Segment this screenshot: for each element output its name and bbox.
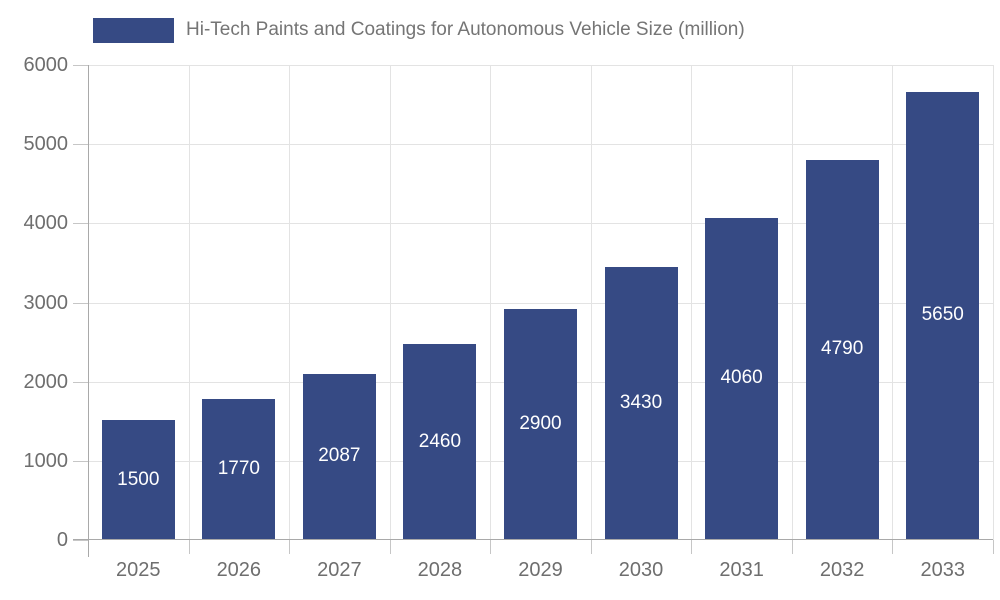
x-axis-tick-label: 2026: [216, 559, 262, 581]
bar-2028: 2460: [403, 344, 477, 539]
x-gridline: [993, 65, 994, 540]
bar-value-label: 2087: [318, 445, 361, 467]
y-gridline: [88, 302, 993, 304]
legend: Hi-Tech Paints and Coatings for Autonomo…: [93, 16, 745, 44]
bar-2033: 5650: [906, 91, 980, 539]
y-axis-line: [88, 65, 89, 557]
y-gridline: [88, 144, 993, 146]
plot-area: 1500 1770 2087 2460 2900 3430 4060 4790 5650 0 10…: [24, 54, 994, 581]
x-axis-tick: [289, 540, 291, 554]
x-gridline: [590, 65, 592, 540]
bar-value-label: 5650: [921, 304, 964, 326]
y-gridline: [88, 223, 993, 225]
x-axis-tick: [590, 540, 592, 554]
x-axis-tick: [892, 540, 894, 554]
y-axis-tick: [73, 460, 88, 462]
y-axis-tick-label: 2000: [23, 370, 69, 393]
x-axis-tick: [188, 540, 190, 554]
x-gridline: [389, 65, 391, 540]
y-axis-tick: [73, 144, 88, 146]
y-axis-tick-label: 1000: [23, 449, 69, 472]
x-axis-tick-label: 2029: [518, 559, 563, 581]
x-axis-tick: [389, 540, 391, 554]
y-axis-tick-label: 0: [56, 529, 68, 551]
y-axis-tick: [73, 302, 88, 304]
y-axis-tick: [73, 223, 88, 225]
x-gridline: [892, 65, 894, 540]
y-axis-tick: [73, 65, 88, 66]
bar-2025: 1500: [101, 420, 175, 539]
x-axis-tick-label: 2028: [417, 559, 463, 581]
y-axis-tick-label: 4000: [23, 212, 69, 235]
x-axis-tick: [791, 540, 793, 554]
x-axis-tick-label: 2033: [920, 559, 965, 581]
x-axis-line: [73, 539, 993, 540]
y-axis-tick: [73, 381, 88, 383]
bar-value-label: 2900: [519, 413, 562, 435]
bar-2029: 2900: [504, 309, 577, 539]
x-gridline: [691, 65, 693, 540]
x-axis-tick-label: 2032: [819, 559, 865, 581]
bar-value-label: 3430: [619, 392, 663, 414]
x-gridline: [490, 65, 492, 540]
bar-2032: 4790: [805, 159, 879, 539]
bar-value-label: 4790: [821, 338, 864, 360]
bar-2027: 2087: [302, 373, 376, 539]
bar-2026: 1770: [202, 398, 276, 539]
y-axis-tick-label: 5000: [23, 133, 69, 156]
x-axis-tick-label: 2027: [317, 559, 362, 581]
y-axis-tick-label: 6000: [23, 54, 69, 76]
y-axis-tick: [73, 540, 88, 541]
bar-value-label: 1770: [217, 457, 260, 479]
y-gridline: [88, 65, 993, 66]
bar-2030: 3430: [604, 267, 678, 539]
bar-value-label: 2460: [418, 430, 462, 452]
y-axis-tick-label: 3000: [23, 291, 69, 314]
x-axis-tick: [993, 540, 994, 554]
x-gridline: [188, 65, 190, 540]
bar-2031: 4060: [705, 217, 779, 539]
x-axis-tick: [691, 540, 693, 554]
x-gridline: [289, 65, 291, 540]
bar-value-label: 4060: [720, 367, 763, 389]
chart-title: Hi-Tech Paints and Coatings for Autonomo…: [186, 19, 745, 40]
x-axis-tick-label: 2030: [618, 559, 664, 581]
x-gridline: [791, 65, 793, 540]
bar-value-label: 1500: [117, 468, 160, 490]
x-axis-tick-label: 2031: [719, 559, 764, 581]
x-axis-tick-label: 2025: [116, 559, 161, 581]
legend-swatch: [93, 17, 174, 43]
x-axis-tick: [490, 540, 492, 554]
